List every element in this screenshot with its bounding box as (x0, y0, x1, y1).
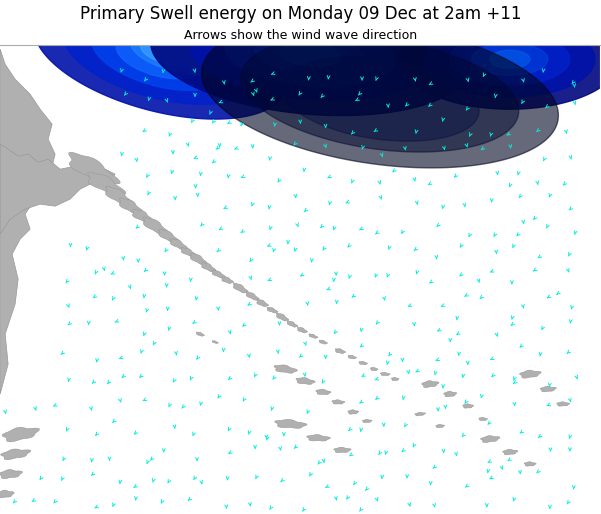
Polygon shape (479, 417, 487, 420)
Polygon shape (370, 368, 378, 371)
Polygon shape (297, 327, 308, 333)
Polygon shape (0, 470, 22, 479)
Polygon shape (222, 277, 234, 284)
Polygon shape (307, 435, 331, 441)
Polygon shape (481, 436, 500, 443)
Polygon shape (274, 365, 297, 373)
Polygon shape (191, 8, 430, 100)
Polygon shape (117, 34, 204, 79)
Polygon shape (362, 419, 372, 423)
Polygon shape (267, 307, 278, 313)
Polygon shape (348, 410, 359, 414)
Polygon shape (391, 377, 399, 380)
Polygon shape (276, 313, 289, 321)
Polygon shape (212, 341, 218, 343)
Polygon shape (334, 447, 351, 453)
Polygon shape (241, 36, 519, 152)
Polygon shape (309, 334, 318, 338)
Polygon shape (170, 238, 188, 249)
Polygon shape (490, 50, 530, 68)
Polygon shape (141, 36, 210, 66)
Polygon shape (34, 0, 286, 119)
Polygon shape (0, 144, 115, 234)
Polygon shape (316, 389, 331, 395)
Polygon shape (422, 381, 439, 388)
Polygon shape (463, 404, 474, 408)
Polygon shape (88, 172, 126, 195)
Polygon shape (472, 43, 548, 75)
Polygon shape (69, 152, 120, 185)
Polygon shape (348, 355, 356, 359)
Polygon shape (197, 332, 204, 336)
Polygon shape (502, 449, 518, 455)
Text: Primary Swell energy on Monday 09 Dec at 2am +11: Primary Swell energy on Monday 09 Dec at… (80, 5, 521, 23)
Polygon shape (144, 217, 169, 235)
Polygon shape (359, 361, 367, 365)
Polygon shape (425, 21, 595, 97)
Polygon shape (281, 57, 479, 141)
Polygon shape (63, 8, 257, 104)
Polygon shape (131, 28, 249, 76)
Polygon shape (444, 391, 457, 397)
Polygon shape (436, 425, 445, 428)
Polygon shape (1, 449, 31, 460)
Polygon shape (400, 9, 601, 109)
Polygon shape (519, 370, 541, 378)
Polygon shape (257, 300, 269, 307)
Polygon shape (296, 378, 315, 384)
Polygon shape (106, 186, 133, 206)
Polygon shape (212, 270, 225, 278)
Polygon shape (191, 253, 207, 265)
Polygon shape (380, 372, 390, 376)
Polygon shape (319, 340, 328, 344)
Polygon shape (332, 400, 345, 404)
Polygon shape (225, 22, 395, 87)
Polygon shape (524, 462, 536, 466)
Polygon shape (92, 22, 228, 90)
Polygon shape (246, 292, 259, 300)
Polygon shape (275, 419, 307, 428)
Polygon shape (151, 0, 469, 116)
Polygon shape (201, 263, 216, 271)
Polygon shape (450, 33, 570, 85)
Polygon shape (133, 209, 154, 223)
Polygon shape (0, 49, 55, 394)
Polygon shape (233, 283, 248, 293)
Polygon shape (255, 34, 365, 75)
Polygon shape (201, 21, 558, 168)
Polygon shape (335, 348, 346, 354)
Polygon shape (159, 229, 179, 243)
Polygon shape (2, 427, 40, 442)
Polygon shape (280, 42, 340, 66)
Polygon shape (540, 386, 557, 392)
Polygon shape (557, 402, 570, 406)
Polygon shape (0, 490, 14, 498)
Polygon shape (287, 321, 298, 327)
Polygon shape (181, 248, 197, 256)
Text: Arrows show the wind wave direction: Arrows show the wind wave direction (184, 29, 417, 42)
Polygon shape (120, 198, 143, 214)
Polygon shape (415, 412, 426, 416)
